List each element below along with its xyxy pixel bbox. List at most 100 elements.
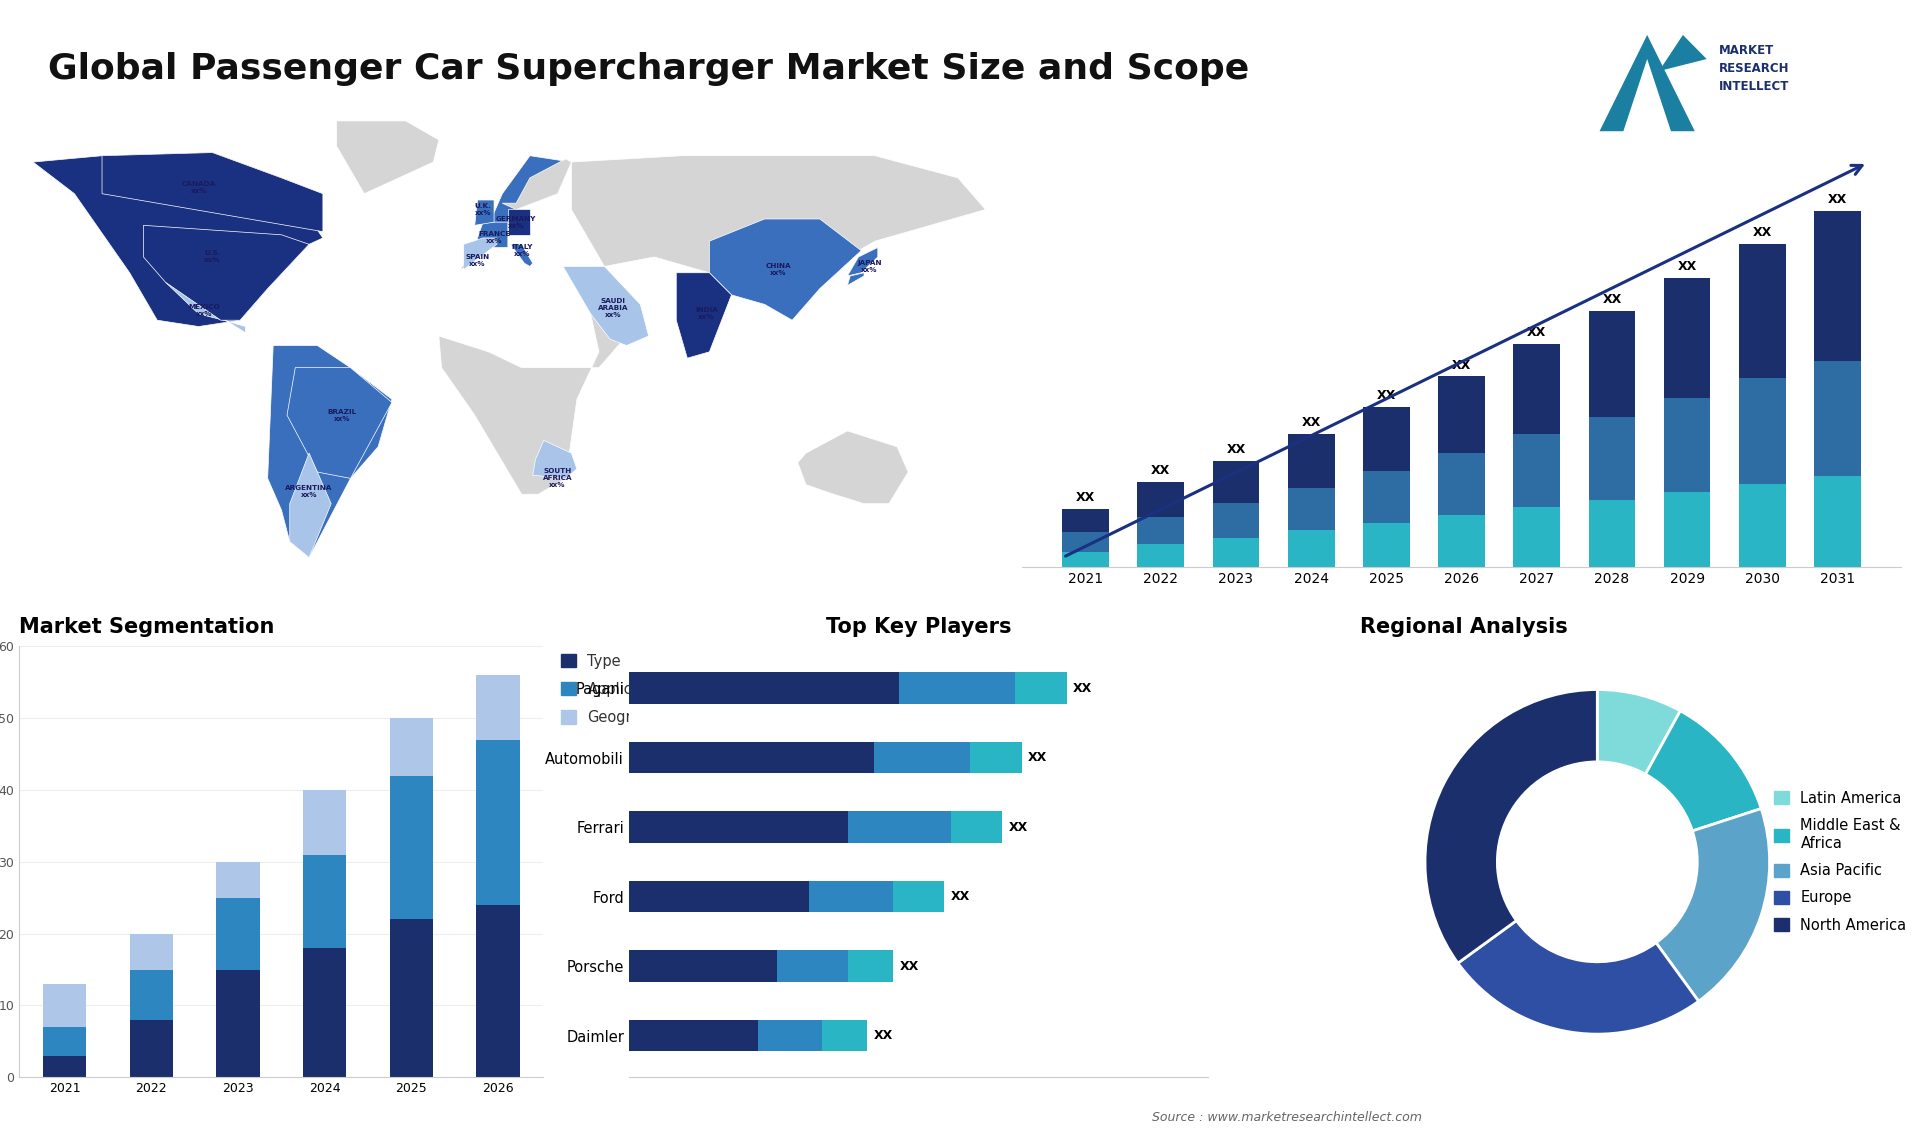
Text: XX: XX [1075, 492, 1094, 504]
Bar [1740, 378, 1786, 484]
Polygon shape [676, 273, 732, 359]
Text: FRANCE
xx%: FRANCE xx% [478, 231, 511, 244]
Text: XX: XX [950, 890, 970, 903]
Bar [630, 741, 874, 774]
Polygon shape [503, 159, 572, 210]
Bar [1513, 344, 1561, 434]
Text: ITALY
xx%: ITALY xx% [511, 244, 532, 257]
Bar [1814, 477, 1860, 567]
Legend: Type, Application, Geography: Type, Application, Geography [561, 653, 670, 725]
Bar [1814, 361, 1860, 477]
Bar [849, 950, 893, 982]
Text: CHINA
xx%: CHINA xx% [766, 264, 791, 276]
Text: INDIA
xx%: INDIA xx% [695, 307, 718, 321]
Title: Top Key Players: Top Key Players [826, 617, 1012, 636]
Bar [1288, 434, 1334, 488]
Text: MARKET
RESEARCH
INTELLECT: MARKET RESEARCH INTELLECT [1718, 45, 1789, 93]
Bar [893, 881, 945, 912]
Text: BRAZIL
xx%: BRAZIL xx% [328, 409, 357, 422]
Bar [1665, 492, 1711, 567]
Bar [42, 984, 86, 1027]
Bar [1588, 500, 1636, 567]
Polygon shape [532, 440, 576, 478]
Polygon shape [440, 305, 626, 494]
Bar [874, 741, 970, 774]
Bar [1814, 211, 1860, 361]
Bar [476, 905, 520, 1077]
Bar [1213, 503, 1260, 539]
Wedge shape [1657, 809, 1770, 1002]
Bar [217, 862, 259, 897]
Polygon shape [102, 152, 323, 231]
Bar [1740, 244, 1786, 378]
Text: Regional Analysis: Regional Analysis [1361, 617, 1569, 636]
Bar [630, 950, 778, 982]
Text: XX: XX [1008, 821, 1027, 833]
Bar [950, 811, 1002, 842]
Text: SOUTH
AFRICA
xx%: SOUTH AFRICA xx% [543, 469, 572, 488]
Polygon shape [1599, 34, 1695, 131]
Bar [1438, 454, 1484, 515]
Text: JAPAN
xx%: JAPAN xx% [856, 260, 881, 273]
Bar [630, 811, 849, 842]
Bar [303, 948, 346, 1077]
Polygon shape [847, 273, 864, 285]
Polygon shape [572, 156, 985, 273]
Text: XX: XX [1603, 293, 1622, 306]
Text: XX: XX [874, 1029, 893, 1042]
Polygon shape [509, 210, 530, 235]
Bar [1288, 488, 1334, 531]
Bar [131, 934, 173, 970]
Text: XX: XX [1073, 682, 1092, 694]
Bar [1513, 508, 1561, 567]
Bar [1062, 509, 1110, 532]
Polygon shape [465, 238, 497, 269]
Text: XX: XX [1526, 325, 1546, 339]
Bar [808, 881, 893, 912]
Text: XX: XX [1753, 226, 1772, 238]
Bar [1137, 482, 1185, 517]
Wedge shape [1425, 690, 1597, 963]
Wedge shape [1457, 920, 1699, 1034]
Text: SAUDI
ARABIA
xx%: SAUDI ARABIA xx% [597, 298, 628, 317]
Bar [1740, 484, 1786, 567]
Bar [1588, 311, 1636, 417]
Polygon shape [563, 266, 649, 345]
Bar [1137, 517, 1185, 544]
Polygon shape [267, 345, 392, 557]
Text: XX: XX [1027, 751, 1046, 764]
Bar [476, 740, 520, 905]
Bar [1213, 461, 1260, 503]
Bar [970, 741, 1021, 774]
Bar [1062, 551, 1110, 567]
Bar [476, 675, 520, 740]
Polygon shape [461, 156, 572, 269]
Text: MEXICO
xx%: MEXICO xx% [188, 304, 221, 317]
Circle shape [1498, 762, 1697, 961]
Bar [1588, 417, 1636, 500]
Polygon shape [144, 226, 309, 320]
Polygon shape [478, 222, 509, 248]
Bar [1363, 407, 1409, 471]
Bar [1213, 539, 1260, 567]
Bar [630, 673, 899, 704]
Bar [899, 673, 1016, 704]
Bar [1062, 532, 1110, 551]
Bar [1137, 544, 1185, 567]
Bar [303, 855, 346, 948]
Bar [42, 1027, 86, 1055]
Text: XX: XX [1377, 390, 1396, 402]
Bar [1438, 376, 1484, 454]
Polygon shape [290, 453, 330, 557]
Text: SPAIN
xx%: SPAIN xx% [465, 253, 490, 267]
Bar [390, 919, 432, 1077]
Polygon shape [474, 201, 493, 226]
Text: XX: XX [1227, 444, 1246, 456]
Polygon shape [847, 248, 877, 276]
Bar [1665, 398, 1711, 492]
Bar [303, 790, 346, 855]
Text: XX: XX [1828, 193, 1847, 206]
Bar [1363, 523, 1409, 567]
Polygon shape [511, 244, 532, 266]
Bar [849, 811, 950, 842]
